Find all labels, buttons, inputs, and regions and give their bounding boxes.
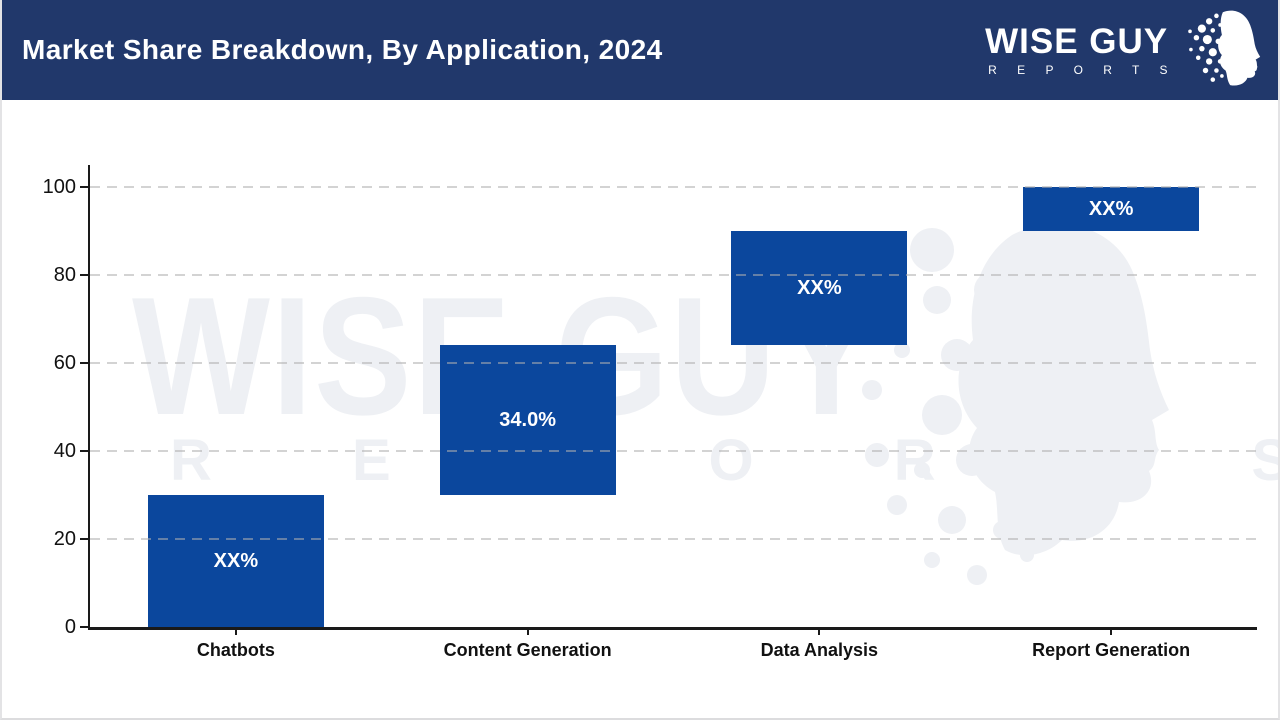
gridline-100: [90, 186, 1257, 188]
x-tick-mark: [1110, 627, 1113, 635]
x-tick-mark: [234, 627, 237, 635]
logo-wordmark: WISE GUY R E P O R T S: [985, 24, 1176, 77]
y-tick-mark: [80, 538, 88, 540]
logo-head-icon: [1188, 10, 1261, 86]
logo-wordmark-line2: R E P O R T S: [988, 62, 1176, 77]
y-tick-mark: [80, 626, 88, 628]
x-tick-label: Chatbots: [196, 640, 275, 660]
y-tick-mark: [80, 450, 88, 452]
x-tick-mark: [818, 627, 821, 635]
head-silhouette-watermark-icon: [855, 223, 1169, 585]
bar-value-label: XX%: [1088, 198, 1134, 220]
y-tick-label: 40: [53, 440, 76, 462]
bar-value-label: XX%: [797, 277, 842, 300]
x-tick-label: Report Generation: [1032, 640, 1191, 660]
y-axis-spine: [88, 165, 90, 630]
x-tick-mark: [526, 627, 529, 635]
bar-data-analysis: [731, 231, 908, 346]
y-tick-label: 100: [42, 176, 76, 198]
wise-guy-reports-logo: WISE GUY R E P O R T S: [985, 4, 1262, 96]
x-axis-spine: [88, 627, 1257, 630]
gridline-60: [90, 362, 1257, 364]
bar-chatbots: [147, 495, 324, 627]
x-tick-label: Data Analysis: [760, 640, 879, 660]
page-title: Market Share Breakdown, By Application, …: [22, 34, 663, 65]
y-tick-label: 0: [64, 616, 76, 638]
logo-wordmark-line1: WISE GUY: [985, 21, 1169, 61]
bar-content-generation: [439, 345, 616, 495]
y-tick-mark: [80, 274, 88, 276]
bar-report-generation: [1023, 187, 1200, 231]
y-tick-mark: [80, 362, 88, 364]
gridline-40: [90, 450, 1257, 452]
x-tick-label: Content Generation: [443, 640, 612, 660]
y-tick-label: 80: [53, 264, 76, 286]
bar-value-label: 34.0%: [499, 409, 556, 432]
y-tick-label: 60: [53, 352, 76, 374]
y-tick-label: 20: [53, 528, 76, 550]
gridline-20: [90, 538, 1257, 540]
page-header: Market Share Breakdown, By Application, …: [2, 0, 1278, 100]
gridline-80: [90, 274, 1257, 276]
y-tick-mark: [80, 186, 88, 188]
bar-value-label: XX%: [213, 550, 259, 572]
